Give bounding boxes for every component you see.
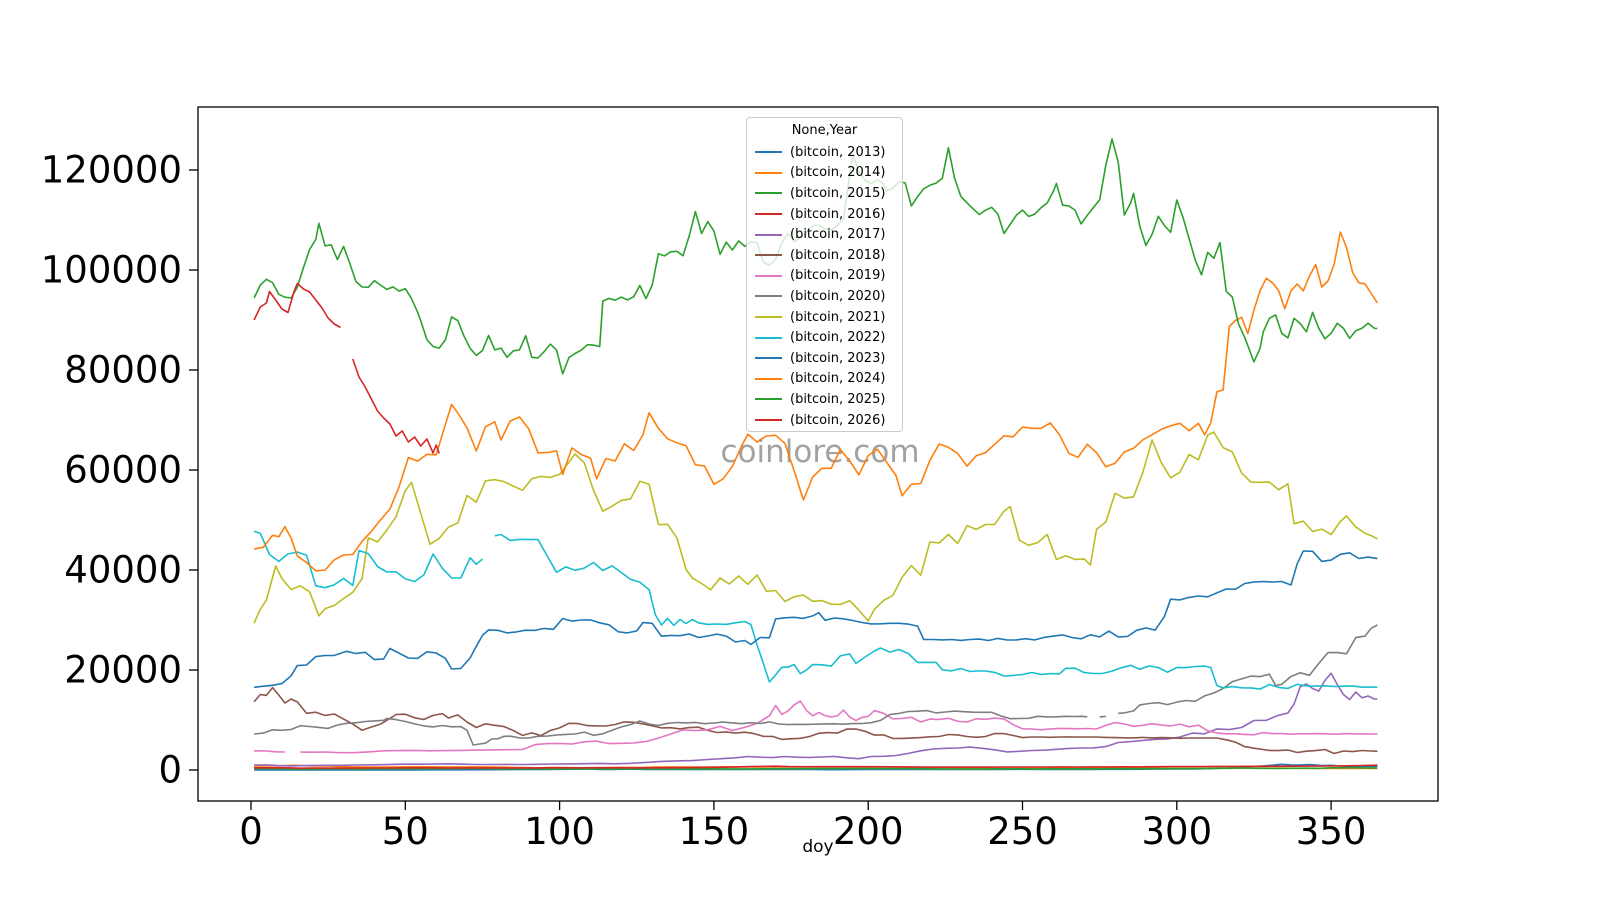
- legend-line-swatch: [755, 357, 782, 360]
- legend-entry-label: (bitcoin, 2013): [790, 144, 886, 160]
- y-tick-label: 80000: [64, 349, 182, 392]
- legend-entry-label: (bitcoin, 2022): [790, 330, 886, 346]
- y-tick-label: 20000: [64, 649, 182, 692]
- legend-entry-2016: (bitcoin, 2016): [747, 204, 902, 225]
- legend-entry-label: (bitcoin, 2021): [790, 309, 886, 325]
- legend-line-swatch: [755, 213, 782, 216]
- legend-entry-2015: (bitcoin, 2015): [747, 183, 902, 204]
- legend-entry-label: (bitcoin, 2014): [790, 165, 886, 181]
- x-tick-label: 150: [679, 810, 750, 853]
- y-tick-label: 60000: [64, 449, 182, 492]
- legend-entry-2017: (bitcoin, 2017): [747, 224, 902, 245]
- legend-line-swatch: [755, 419, 782, 422]
- x-tick-label: 100: [524, 810, 595, 853]
- legend-line-swatch: [755, 274, 782, 277]
- series-lines: [253, 138, 1379, 771]
- legend-line-swatch: [755, 254, 782, 257]
- legend-entry-label: (bitcoin, 2023): [790, 350, 886, 366]
- legend-line-swatch: [755, 171, 782, 174]
- legend-entry-label: (bitcoin, 2019): [790, 268, 886, 284]
- legend-entry-2022: (bitcoin, 2022): [747, 327, 902, 348]
- x-tick-label: 350: [1296, 810, 1367, 853]
- legend-entry-2025: (bitcoin, 2025): [747, 389, 902, 410]
- legend-entry-2019: (bitcoin, 2019): [747, 266, 902, 287]
- legend-entry-2020: (bitcoin, 2020): [747, 286, 902, 307]
- y-tick-label: 40000: [64, 549, 182, 592]
- legend-entry-label: (bitcoin, 2016): [790, 206, 886, 222]
- x-tick-label: 50: [382, 810, 429, 853]
- plot-border: [197, 106, 1439, 802]
- legend-entry-2024: (bitcoin, 2024): [747, 369, 902, 390]
- series-line-2018: [253, 686, 1378, 755]
- series-line-2017: [254, 672, 1378, 767]
- series-line-2016: [254, 764, 1378, 769]
- legend-entry-label: (bitcoin, 2025): [790, 391, 886, 407]
- legend-entry-label: (bitcoin, 2020): [790, 288, 886, 304]
- y-tick-label: 120000: [41, 149, 182, 192]
- legend-line-swatch: [755, 233, 782, 236]
- legend-entry-2026: (bitcoin, 2026): [747, 410, 902, 431]
- legend-line-swatch: [755, 336, 782, 339]
- legend: None,Year (bitcoin, 2013) (bitcoin, 2014)…: [746, 117, 903, 432]
- legend-title: None,Year: [791, 123, 858, 138]
- series-line-2015: [254, 766, 1378, 770]
- series-line-2022: [253, 530, 1378, 690]
- legend-entry-2018: (bitcoin, 2018): [747, 245, 902, 266]
- legend-entry-2023: (bitcoin, 2023): [747, 348, 902, 369]
- legend-line-swatch: [755, 295, 782, 298]
- legend-line-swatch: [755, 192, 782, 195]
- legend-entry-label: (bitcoin, 2018): [790, 247, 886, 263]
- series-line-2021: [253, 431, 1378, 624]
- y-tick-label: 0: [158, 749, 182, 792]
- series-line-2019: [254, 700, 1378, 754]
- legend-entry-label: (bitcoin, 2026): [790, 412, 886, 428]
- x-axis-label: doy: [802, 837, 833, 857]
- legend-entry-label: (bitcoin, 2024): [790, 371, 886, 387]
- series-line-2020: [254, 624, 1378, 746]
- series-line-2023: [254, 550, 1378, 689]
- legend-entry-label: (bitcoin, 2015): [790, 185, 886, 201]
- legend-entry-2021: (bitcoin, 2021): [747, 307, 902, 328]
- axis-ticks: 0 50 100 150 200 250 300 350 0 20000 40000 60000 800…: [41, 149, 1367, 854]
- legend-entries: (bitcoin, 2013) (bitcoin, 2014) (bitcoin, …: [747, 142, 902, 430]
- watermark: coinlore.com: [720, 434, 919, 470]
- legend-entry-2013: (bitcoin, 2013): [747, 142, 902, 163]
- legend-line-swatch: [755, 316, 782, 319]
- legend-line-swatch: [755, 377, 782, 380]
- y-tick-label: 100000: [41, 249, 182, 292]
- legend-line-swatch: [755, 398, 782, 401]
- series-line-2024: [253, 231, 1379, 572]
- legend-entry-label: (bitcoin, 2017): [790, 227, 886, 243]
- series-line-2026: [253, 282, 440, 454]
- x-tick-label: 300: [1141, 810, 1212, 853]
- x-tick-label: 0: [239, 810, 263, 853]
- legend-entry-2014: (bitcoin, 2014): [747, 163, 902, 184]
- x-tick-label: 200: [833, 810, 904, 853]
- x-tick-label: 250: [987, 810, 1058, 853]
- legend-line-swatch: [755, 151, 782, 154]
